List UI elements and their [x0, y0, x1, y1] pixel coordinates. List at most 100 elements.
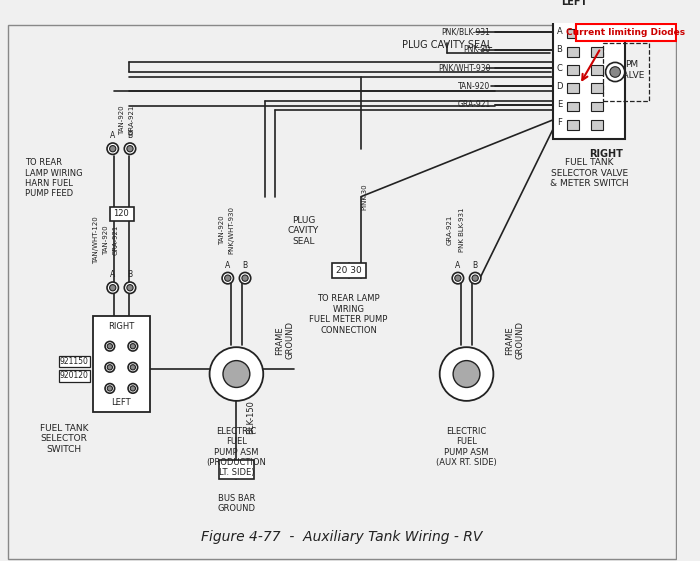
Text: E: E: [557, 100, 562, 109]
Bar: [553, 15, 624, 139]
Circle shape: [110, 284, 116, 291]
Circle shape: [128, 342, 138, 351]
Text: A: A: [455, 260, 461, 269]
Text: TAN/WHT-120: TAN/WHT-120: [93, 216, 99, 264]
Text: C: C: [556, 63, 563, 73]
Circle shape: [107, 343, 113, 349]
Circle shape: [128, 362, 138, 372]
Text: FUEL TANK
SELECTOR VALVE
& METER SWITCH: FUEL TANK SELECTOR VALVE & METER SWITCH: [550, 158, 629, 188]
Circle shape: [107, 282, 118, 293]
Circle shape: [110, 145, 116, 152]
Text: PNK/WHT-930: PNK/WHT-930: [228, 206, 235, 254]
Circle shape: [128, 384, 138, 393]
Bar: [592, 47, 603, 57]
Text: TO REAR LAMP
WIRING
FUEL METER PUMP
CONNECTION: TO REAR LAMP WIRING FUEL METER PUMP CONN…: [309, 295, 388, 335]
FancyBboxPatch shape: [576, 24, 676, 42]
Circle shape: [472, 275, 478, 281]
Text: GRA-921: GRA-921: [113, 224, 118, 255]
Bar: [592, 29, 603, 39]
Text: BUS BAR
GROUND: BUS BAR GROUND: [218, 494, 256, 513]
Text: Current limiting Diodes: Current limiting Diodes: [566, 28, 685, 37]
Circle shape: [130, 343, 136, 349]
Bar: [567, 84, 579, 93]
Text: TO REAR
LAMP WIRING
HARN FUEL
PUMP FEED: TO REAR LAMP WIRING HARN FUEL PUMP FEED: [25, 158, 83, 199]
Text: BLK-150: BLK-150: [246, 400, 256, 434]
Text: Figure 4-77  -  Auxiliary Tank Wiring - RV: Figure 4-77 - Auxiliary Tank Wiring - RV: [201, 530, 482, 544]
Circle shape: [105, 362, 115, 372]
Bar: [59, 356, 90, 367]
Text: B: B: [473, 260, 477, 269]
Text: ELECTRIC
FUEL
PUMP ASM
(AUX RT. SIDE): ELECTRIC FUEL PUMP ASM (AUX RT. SIDE): [436, 427, 497, 467]
Circle shape: [107, 143, 118, 154]
Text: RIGHT: RIGHT: [589, 149, 622, 159]
Text: B: B: [127, 131, 132, 140]
Text: RIGHT: RIGHT: [108, 321, 134, 330]
Circle shape: [610, 67, 620, 77]
Text: GRA-921: GRA-921: [457, 100, 491, 109]
Bar: [567, 102, 579, 111]
Text: FRAME
GROUND: FRAME GROUND: [275, 321, 294, 360]
Circle shape: [105, 384, 115, 393]
Bar: [110, 207, 134, 220]
Bar: [59, 370, 90, 381]
Bar: [567, 120, 579, 130]
Circle shape: [127, 284, 133, 291]
Bar: [592, 84, 603, 93]
Text: PNK BLK-931: PNK BLK-931: [458, 208, 465, 252]
Text: TAN-920: TAN-920: [458, 82, 491, 91]
Circle shape: [223, 361, 250, 388]
Circle shape: [225, 275, 231, 281]
Bar: [567, 47, 579, 57]
Bar: [592, 102, 603, 111]
Text: A: A: [225, 260, 230, 269]
Bar: [603, 43, 649, 101]
Text: A: A: [556, 27, 562, 36]
Circle shape: [222, 273, 234, 284]
Circle shape: [470, 273, 481, 284]
Circle shape: [107, 365, 113, 370]
Text: 920120: 920120: [60, 371, 89, 380]
Text: LEFT: LEFT: [561, 0, 587, 7]
Text: PLUG CAVITY SEAL: PLUG CAVITY SEAL: [402, 40, 493, 50]
Text: FUEL TANK
SELECTOR
SWITCH: FUEL TANK SELECTOR SWITCH: [40, 424, 88, 454]
Bar: [219, 461, 253, 480]
Text: FRAME
GROUND: FRAME GROUND: [505, 321, 524, 360]
Text: TAN-920: TAN-920: [103, 225, 109, 255]
Circle shape: [209, 347, 263, 401]
Text: GRA-921: GRA-921: [447, 215, 453, 245]
Circle shape: [105, 342, 115, 351]
Bar: [92, 316, 150, 412]
Text: B: B: [556, 45, 563, 54]
Circle shape: [440, 347, 494, 401]
Text: TAN-920: TAN-920: [219, 215, 225, 245]
Circle shape: [130, 365, 136, 370]
Bar: [592, 120, 603, 130]
Text: TAN-920: TAN-920: [120, 105, 125, 135]
Circle shape: [455, 275, 461, 281]
Bar: [567, 29, 579, 39]
Text: 120: 120: [113, 209, 130, 218]
Text: 921150: 921150: [60, 357, 89, 366]
Text: B: B: [242, 260, 248, 269]
Text: PM
VALVE: PM VALVE: [618, 61, 645, 80]
Text: PNK/BLK-931: PNK/BLK-931: [442, 27, 491, 36]
Circle shape: [125, 282, 136, 293]
Text: LEFT: LEFT: [111, 398, 131, 407]
Circle shape: [125, 143, 136, 154]
Text: D: D: [556, 82, 563, 91]
Text: A: A: [110, 131, 116, 140]
Text: PLUG
CAVITY
SEAL: PLUG CAVITY SEAL: [288, 216, 319, 246]
Bar: [332, 263, 366, 278]
Text: PNK/WHT-930: PNK/WHT-930: [438, 63, 491, 73]
Text: A: A: [110, 270, 116, 279]
Text: PNK-30: PNK-30: [463, 45, 491, 54]
Circle shape: [606, 62, 624, 81]
Bar: [567, 65, 579, 75]
Circle shape: [452, 273, 463, 284]
Circle shape: [127, 145, 133, 152]
Circle shape: [242, 275, 248, 281]
Text: PINK-30: PINK-30: [361, 183, 367, 210]
Bar: [592, 65, 603, 75]
Text: 20 30: 20 30: [336, 266, 361, 275]
Circle shape: [130, 386, 136, 391]
